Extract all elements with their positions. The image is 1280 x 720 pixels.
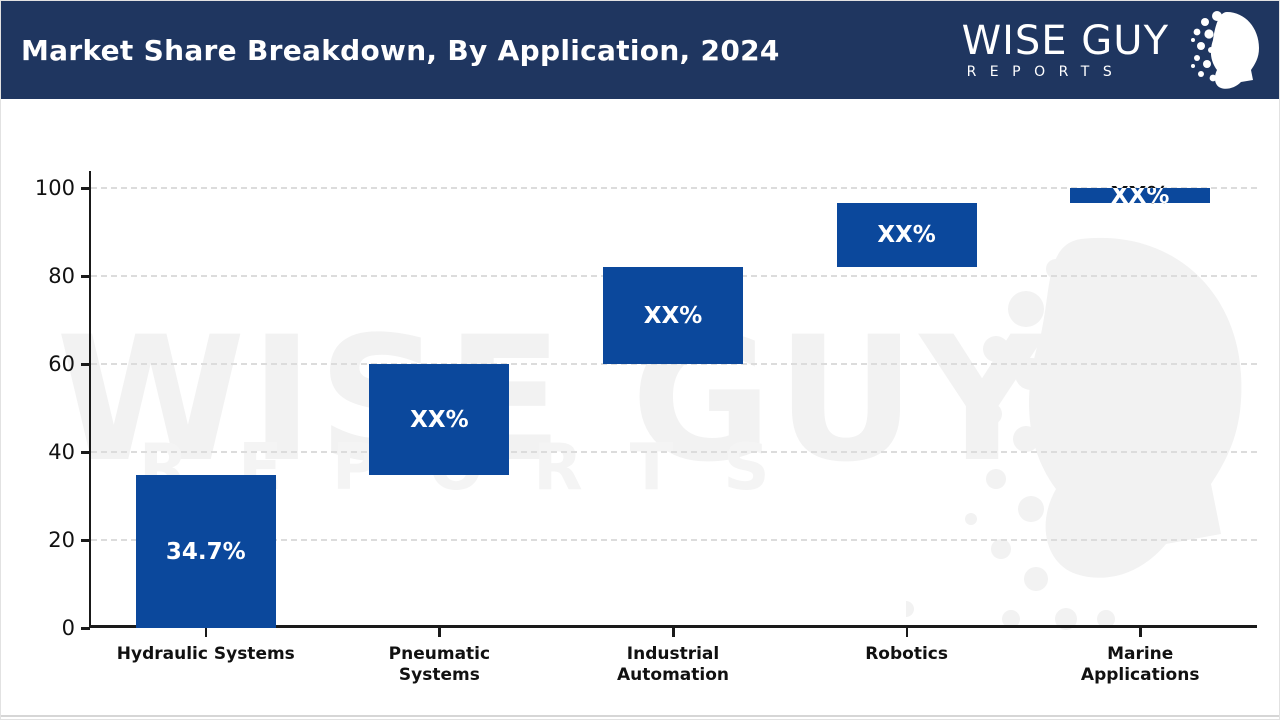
x-tick-3 <box>672 628 675 637</box>
x-category-label: Industrial Automation <box>617 644 729 686</box>
dotted-head-icon <box>1191 11 1259 89</box>
chart-area: WISE GUY REPORTS 02040608010034.7%34.7%H… <box>1 99 1279 719</box>
gridline-20 <box>91 539 1257 541</box>
y-tick-label-60: 60 <box>48 352 75 376</box>
bar-robotics: XX% <box>836 203 977 268</box>
bottom-divider <box>1 715 1279 717</box>
bar-value-label: 34.7% <box>165 538 246 565</box>
x-tick-5 <box>1139 628 1142 637</box>
logo-primary-text: WISE GUY <box>961 18 1169 64</box>
bar-pneumatic-systems: XX% <box>369 364 510 476</box>
y-tick-label-20: 20 <box>48 528 75 552</box>
y-tick-20 <box>81 539 90 542</box>
report-title: Market Share Breakdown, By Application, … <box>21 33 780 67</box>
x-category-label: Marine Applications <box>1080 644 1200 686</box>
y-tick-40 <box>81 451 90 454</box>
watermark-head-icon <box>906 237 1242 630</box>
y-tick-label-80: 80 <box>48 264 75 288</box>
x-tick-2 <box>438 628 441 637</box>
y-tick-80 <box>81 275 90 278</box>
bar-value-label: XX% <box>1110 188 1170 204</box>
bar-value-label: XX% <box>877 222 936 249</box>
x-category-label: Hydraulic Systems <box>116 644 295 664</box>
brand-logo: WISE GUY REPORTS <box>962 6 1263 94</box>
bar-marine-applications: XX% <box>1070 188 1211 204</box>
header: Market Share Breakdown, By Application, … <box>1 1 1279 99</box>
y-tick-label-40: 40 <box>48 440 75 464</box>
x-tick-4 <box>905 628 909 637</box>
y-tick-60 <box>81 363 90 366</box>
y-tick-label-0: 0 <box>61 616 75 640</box>
gridline-100 <box>91 187 1257 189</box>
watermark-primary-text: WISE GUY <box>56 299 1049 500</box>
bar-value-label: XX% <box>410 406 469 433</box>
brand-logo-text: WISE GUY REPORTS <box>962 21 1169 79</box>
bar-value-label: XX% <box>643 302 703 329</box>
gridline-40 <box>91 451 1257 453</box>
x-category-label: Pneumatic Systems <box>388 644 491 686</box>
bar-hydraulic-systems: 34.7% <box>135 475 276 628</box>
y-tick-100 <box>81 187 90 190</box>
y-tick-label-100: 100 <box>34 176 75 200</box>
x-tick-1 <box>204 628 208 637</box>
plot-frame <box>89 171 1257 628</box>
y-tick-0 <box>81 627 90 630</box>
gridline-60 <box>91 363 1257 365</box>
bar-industrial-automation: XX% <box>603 267 743 364</box>
logo-secondary-text: REPORTS <box>966 64 1126 80</box>
x-category-label: Robotics <box>865 644 948 664</box>
